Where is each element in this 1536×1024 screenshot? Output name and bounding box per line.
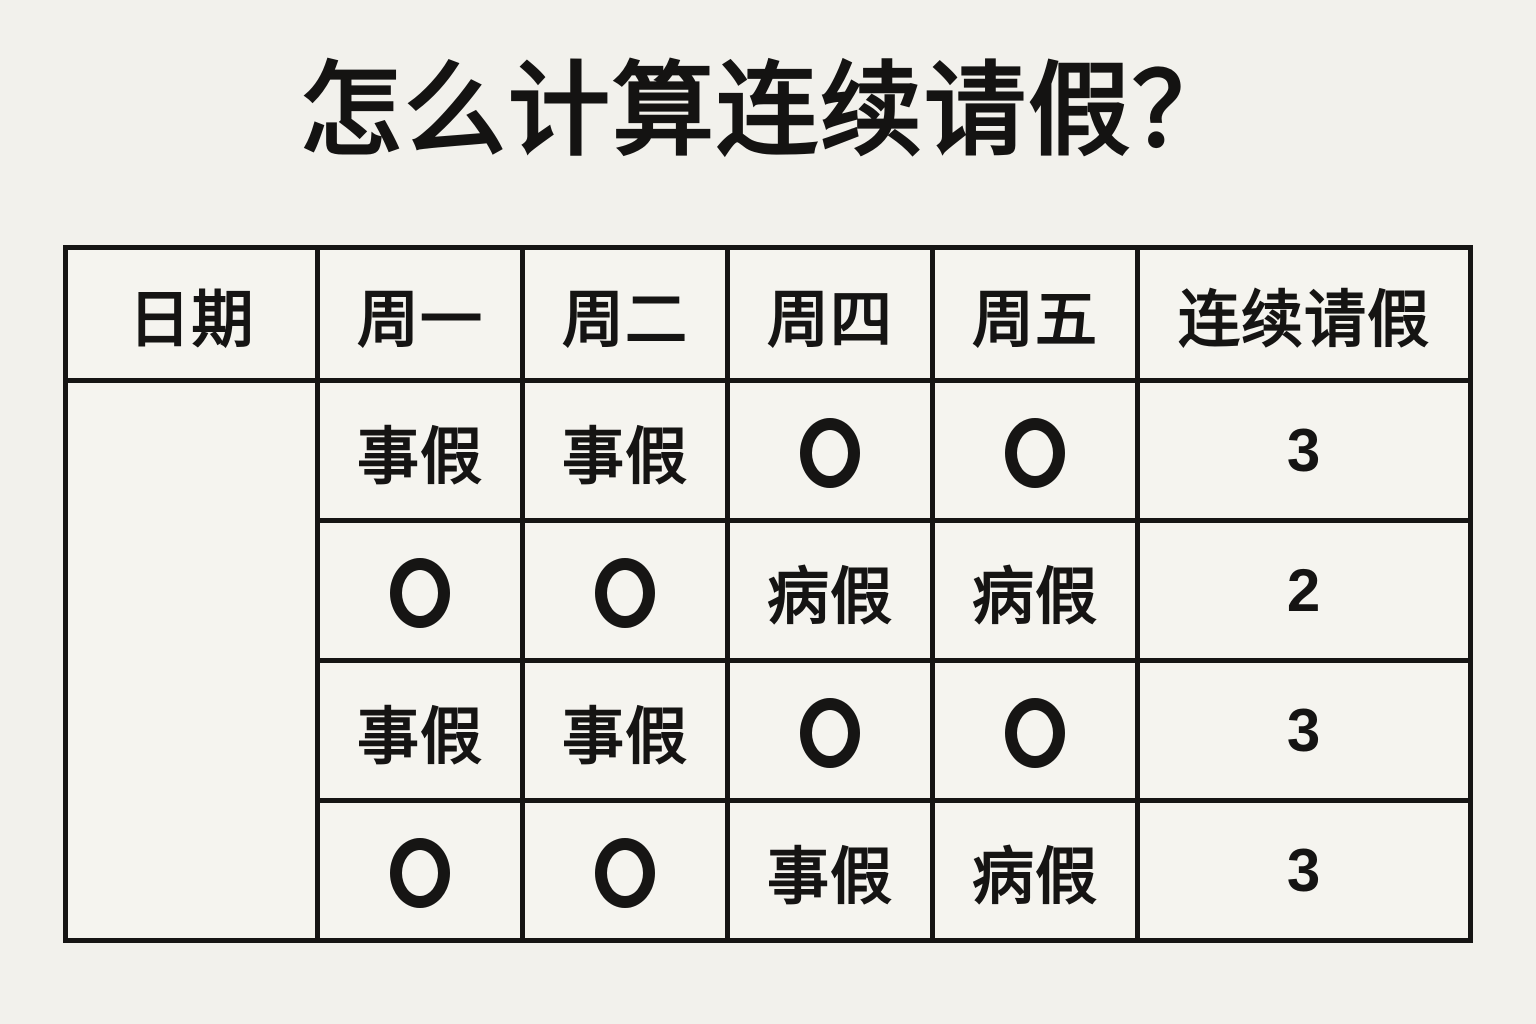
leave-type-cell: 事假 — [315, 658, 525, 803]
leave-type-cell: 事假 — [725, 798, 935, 943]
consecutive-count-cell: 3 — [1135, 658, 1473, 803]
worked-day-cell — [315, 798, 525, 943]
leave-type-cell: 病假 — [930, 798, 1140, 943]
worked-day-cell — [520, 798, 730, 943]
date-merged-cell — [63, 378, 320, 943]
header-row: 日期 周一 周二 周四 周五 连续请假 — [63, 245, 1473, 383]
worked-day-cell — [315, 518, 525, 663]
leave-type-cell: 病假 — [725, 518, 935, 663]
consecutive-count-cell: 3 — [1135, 798, 1473, 943]
leave-table: 日期 周一 周二 周四 周五 连续请假 事假 事假 3 病假 病假 2 事假 事假 3 事假 病假 3 — [63, 245, 1473, 943]
circle-mark-icon — [1005, 697, 1065, 768]
leave-type-cell: 事假 — [520, 378, 730, 523]
worked-day-cell — [725, 658, 935, 803]
consecutive-count-cell: 2 — [1135, 518, 1473, 663]
circle-mark-icon — [1005, 417, 1065, 488]
leave-type-cell: 事假 — [520, 658, 730, 803]
table-row: 事假 事假 3 — [66, 658, 1473, 803]
circle-mark-icon — [800, 697, 860, 768]
table-body: 事假 事假 3 病假 病假 2 事假 事假 3 事假 病假 3 — [63, 378, 1473, 943]
circle-mark-icon — [800, 417, 860, 488]
column-header-1: 日期 — [63, 245, 320, 383]
circle-mark-icon — [595, 557, 655, 628]
table-row: 事假 事假 3 — [63, 378, 1473, 943]
column-header-5: 周五 — [930, 245, 1140, 383]
circle-mark-icon — [595, 837, 655, 908]
table-row: 病假 病假 2 — [66, 518, 1473, 663]
worked-day-cell — [725, 378, 935, 523]
leave-type-cell: 病假 — [930, 518, 1140, 663]
column-header-4: 周四 — [725, 245, 935, 383]
column-header-6: 连续请假 — [1135, 245, 1473, 383]
worked-day-cell — [930, 378, 1140, 523]
consecutive-count-cell: 3 — [1135, 378, 1473, 523]
column-header-2: 周一 — [315, 245, 525, 383]
page-title: 怎么计算连续请假？ — [300, 54, 1236, 168]
worked-day-cell — [520, 518, 730, 663]
worked-day-cell — [930, 658, 1140, 803]
leave-type-cell: 事假 — [315, 378, 525, 523]
circle-mark-icon — [390, 557, 450, 628]
column-header-3: 周二 — [520, 245, 730, 383]
table-row: 事假 病假 3 — [66, 798, 1473, 943]
circle-mark-icon — [390, 837, 450, 908]
